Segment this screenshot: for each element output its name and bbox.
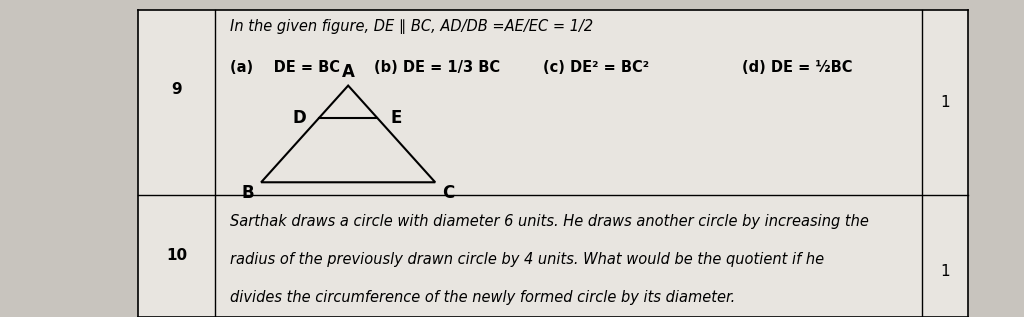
Text: (d) DE = ½BC: (d) DE = ½BC bbox=[742, 60, 853, 75]
Text: C: C bbox=[442, 184, 454, 202]
Text: 9: 9 bbox=[171, 82, 182, 97]
Text: (b) DE = 1/3 BC: (b) DE = 1/3 BC bbox=[374, 60, 500, 75]
Text: 10: 10 bbox=[166, 249, 187, 263]
Text: In the given figure, DE ∥ BC, AD/DB =AE/EC = 1/2: In the given figure, DE ∥ BC, AD/DB =AE/… bbox=[230, 19, 594, 34]
Text: (a)    DE = BC: (a) DE = BC bbox=[230, 60, 340, 75]
Text: divides the circumference of the newly formed circle by its diameter.: divides the circumference of the newly f… bbox=[230, 290, 735, 305]
Text: radius of the previously drawn circle by 4 units. What would be the quotient if : radius of the previously drawn circle by… bbox=[230, 252, 824, 267]
Text: A: A bbox=[342, 63, 354, 81]
Text: (c) DE² = BC²: (c) DE² = BC² bbox=[543, 60, 649, 75]
Text: D: D bbox=[292, 109, 306, 127]
Text: 1: 1 bbox=[940, 264, 949, 279]
Text: Sarthak draws a circle with diameter 6 units. He draws another circle by increas: Sarthak draws a circle with diameter 6 u… bbox=[230, 214, 869, 229]
Text: E: E bbox=[390, 109, 401, 127]
Text: B: B bbox=[242, 184, 254, 202]
FancyBboxPatch shape bbox=[138, 10, 968, 317]
Text: 1: 1 bbox=[940, 95, 949, 110]
